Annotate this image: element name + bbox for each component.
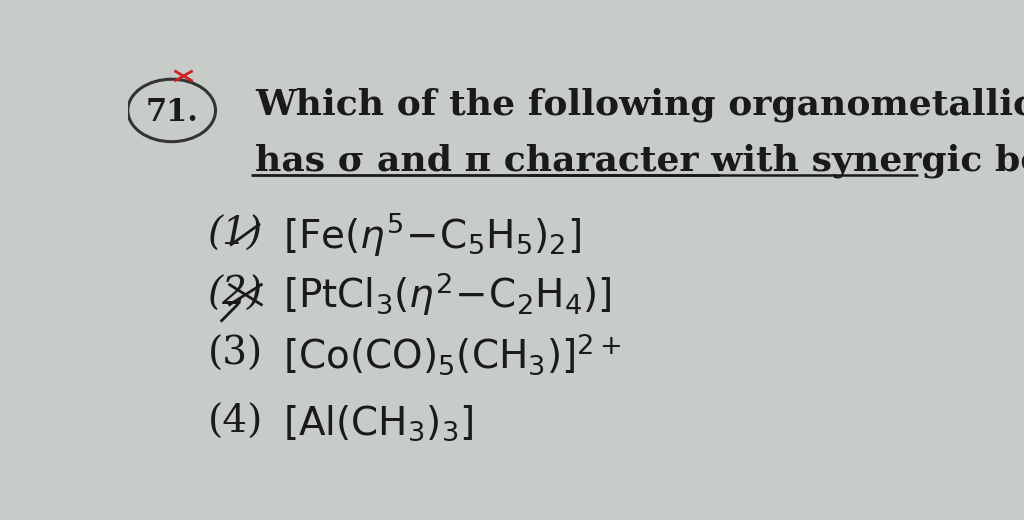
Text: (4): (4) — [208, 404, 263, 441]
Text: Which of the following organometallic compound: Which of the following organometallic co… — [255, 87, 1024, 122]
Text: $[\mathrm{PtCl_3}(\eta^2\!-\!\mathrm{C_2H_4})]$: $[\mathrm{PtCl_3}(\eta^2\!-\!\mathrm{C_2… — [283, 271, 611, 318]
Text: (3): (3) — [208, 336, 263, 373]
Text: (2): (2) — [208, 276, 262, 313]
Text: 71.: 71. — [145, 97, 198, 128]
Text: (1): (1) — [208, 216, 262, 253]
Text: has σ and π character with synergic bond: has σ and π character with synergic bond — [255, 143, 1024, 178]
Text: $[\mathrm{Co(CO)_5(CH_3)}]^{2+}$: $[\mathrm{Co(CO)_5(CH_3)}]^{2+}$ — [283, 332, 622, 378]
Text: $[\mathrm{Al(CH_3)_3}]$: $[\mathrm{Al(CH_3)_3}]$ — [283, 403, 473, 443]
Text: $[\mathrm{Fe}(\eta^5\!-\!\mathrm{C_5H_5})_2]$: $[\mathrm{Fe}(\eta^5\!-\!\mathrm{C_5H_5}… — [283, 211, 581, 258]
